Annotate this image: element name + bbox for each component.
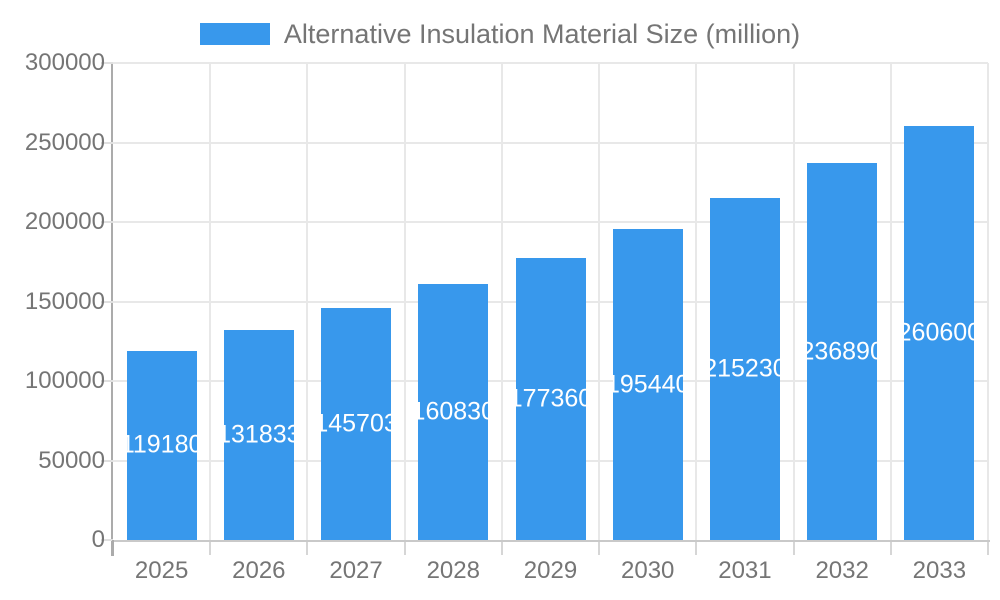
x-gridline (695, 63, 698, 540)
bar-value-label: 145703 (321, 409, 392, 438)
bar-value-label: 215230 (709, 354, 780, 383)
bar-value-label: 260600 (904, 318, 975, 347)
x-axis-category-label: 2027 (329, 557, 383, 584)
bar-2033: 260600 (904, 125, 975, 540)
x-axis-category-label: 2028 (426, 557, 480, 584)
x-axis-origin-tick (112, 540, 114, 556)
x-gridline (792, 63, 795, 540)
bar-2031: 215230 (709, 197, 780, 540)
x-axis-category-label: 2029 (523, 557, 578, 584)
x-gridline (598, 63, 601, 540)
x-axis-tick (598, 542, 601, 555)
bar-2025: 119180 (126, 350, 197, 540)
x-axis-tick (987, 542, 989, 555)
bar-value-label: 160830 (418, 397, 489, 426)
x-axis-tick (209, 542, 212, 555)
x-gridline (209, 63, 212, 540)
y-axis-tick-label: 0 (91, 526, 105, 553)
y-axis-tick (101, 141, 113, 144)
y-axis-tick-label: 300000 (24, 49, 105, 76)
y-axis-tick (101, 459, 113, 462)
x-axis-category-label: 2033 (912, 557, 967, 584)
y-axis-tick (101, 380, 113, 382)
y-axis-line (111, 63, 113, 556)
x-axis-tick (500, 542, 503, 555)
bar-2027: 145703 (321, 308, 392, 540)
x-gridline (306, 63, 309, 540)
y-axis-tick-label: 250000 (24, 128, 105, 156)
legend-label: Alternative Insulation Material Size (mi… (283, 18, 801, 49)
x-axis-category-label: 2030 (621, 557, 675, 584)
x-axis-category-label: 2025 (134, 557, 189, 584)
y-axis-tick (101, 221, 113, 223)
bar-value-label: 131833 (223, 420, 294, 449)
bar-value-label: 195440 (612, 370, 683, 399)
x-axis-category-label: 2026 (232, 557, 286, 584)
y-axis-tick (101, 62, 113, 64)
bar-2030: 195440 (612, 229, 683, 540)
y-gridline (113, 221, 988, 223)
bar-2032: 236890 (807, 163, 878, 540)
y-gridline (113, 141, 988, 144)
y-axis-tick (101, 539, 113, 541)
x-gridline (889, 63, 892, 540)
legend: Alternative Insulation Material Size (mi… (0, 18, 1000, 50)
bar-value-label: 119180 (127, 430, 197, 459)
y-axis-tick (101, 300, 113, 303)
y-gridline (113, 62, 988, 64)
bar-value-label: 177360 (515, 384, 586, 413)
x-axis-tick (403, 542, 406, 555)
x-axis-category-label: 2032 (815, 557, 869, 584)
x-axis-tick (695, 542, 698, 555)
y-axis-tick-label: 100000 (24, 367, 105, 394)
bar-2028: 160830 (418, 284, 489, 540)
bar-2029: 177360 (515, 258, 586, 540)
bar-value-label: 236890 (807, 337, 878, 366)
legend-swatch (199, 23, 270, 45)
x-gridline (987, 63, 989, 540)
bar-2026: 131833 (223, 330, 294, 540)
y-axis-tick-label: 150000 (24, 287, 105, 315)
x-gridline (403, 63, 406, 540)
y-axis-tick-label: 50000 (38, 446, 105, 474)
y-axis-tick-label: 200000 (24, 208, 105, 235)
x-axis-category-label: 2031 (718, 557, 772, 584)
x-axis-tick (889, 542, 892, 555)
plot-area: 119180 131833 145703 160830 177360 195440 2152… (113, 62, 989, 540)
x-axis-tick (792, 542, 795, 555)
x-axis-tick (306, 542, 309, 555)
x-axis-line (113, 540, 990, 542)
x-gridline (500, 63, 503, 540)
